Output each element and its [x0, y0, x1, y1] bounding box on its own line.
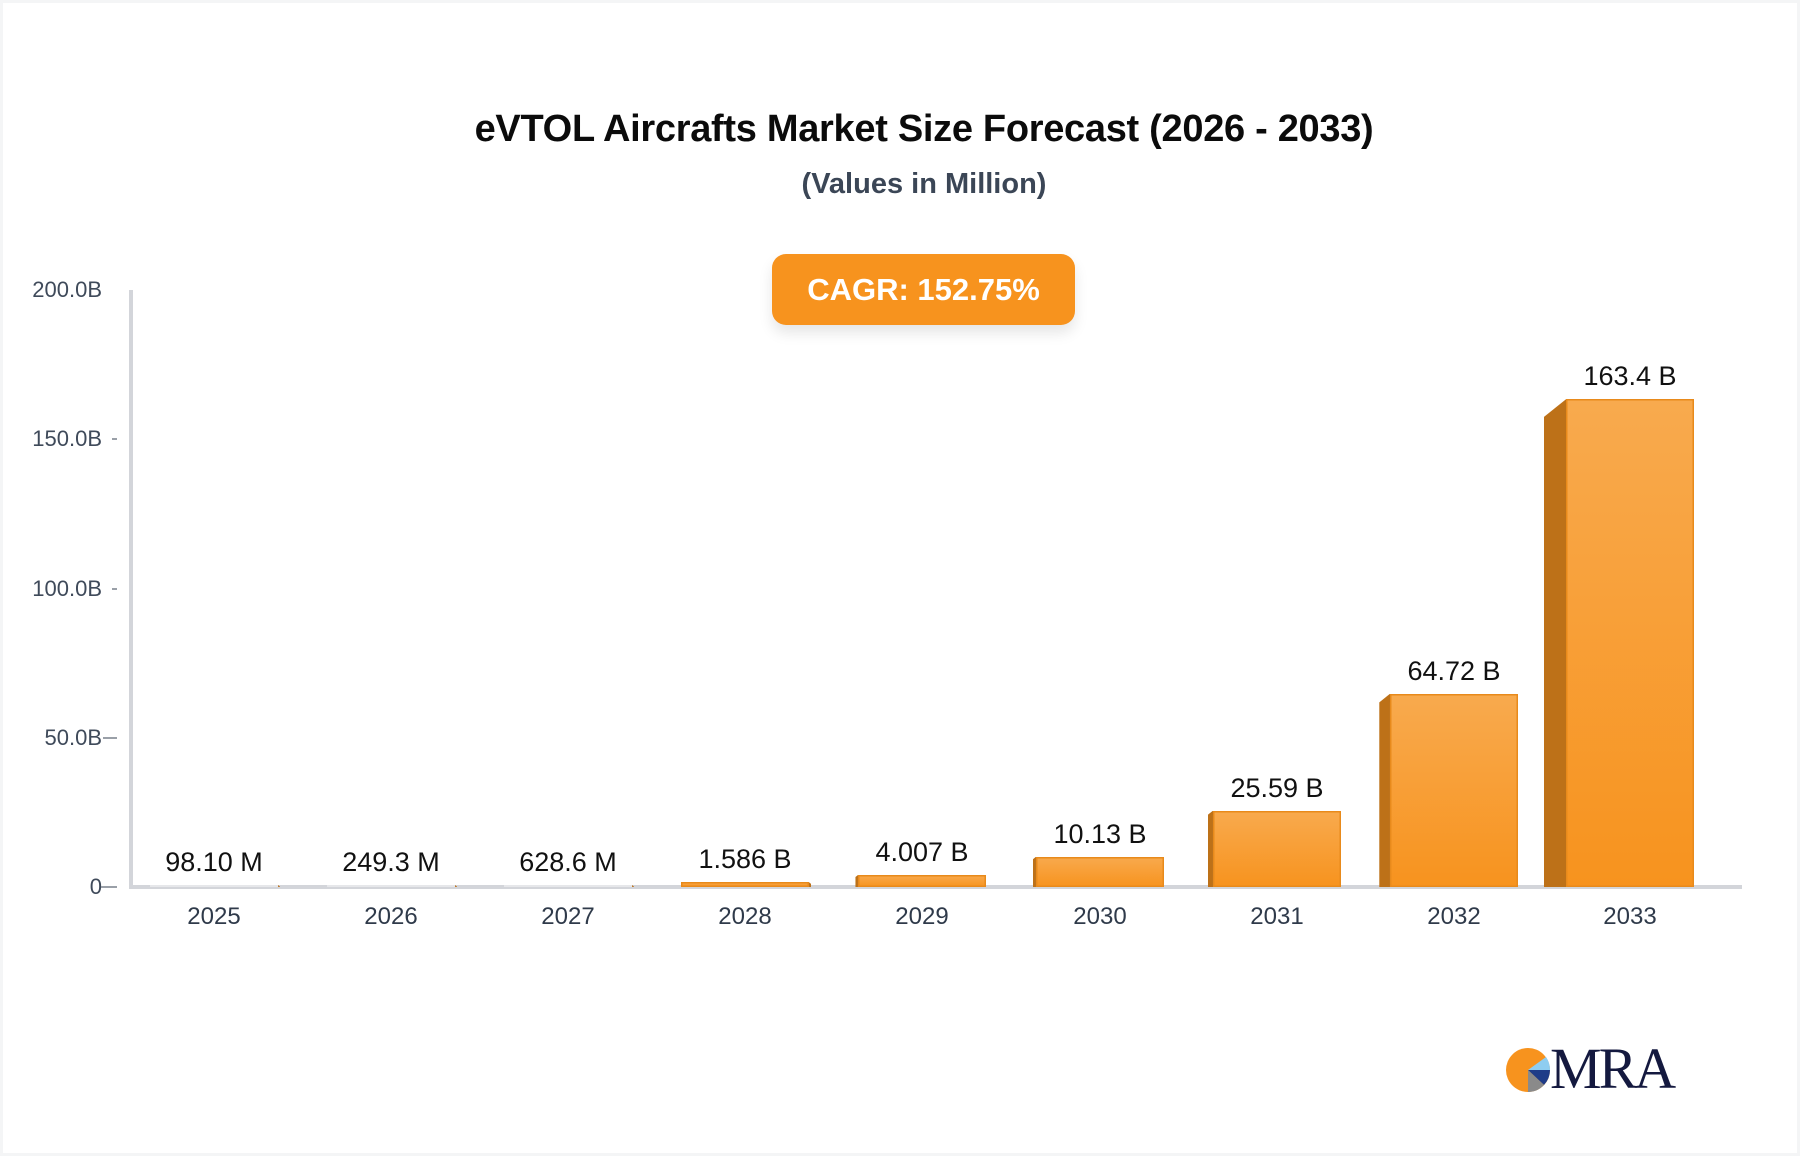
bar-front-face: [858, 875, 986, 887]
y-axis-line: [129, 290, 133, 888]
bar-value-label: 25.59 B: [1230, 772, 1324, 803]
bar-side-face: [855, 875, 858, 887]
x-tick-label: 2031: [1250, 903, 1304, 930]
chart-subtitle: (Values in Million): [801, 168, 1047, 200]
bar-value-label: 4.007 B: [875, 837, 969, 868]
x-axis-line: [129, 885, 1742, 889]
bar-front-face: [681, 882, 809, 887]
bar-value-label: 1.586 B: [698, 844, 792, 875]
bar-front-face: [1566, 399, 1694, 887]
bar-side-face: [1207, 810, 1213, 887]
y-tick-mark: [112, 438, 117, 441]
x-tick-label: 2029: [895, 903, 949, 930]
pie-logo-icon: [1506, 1048, 1551, 1092]
y-tick-mark: [112, 587, 117, 590]
logo-text: MRA: [1550, 1036, 1676, 1101]
bar-front-face: [1036, 856, 1164, 887]
bar-side-face: [1379, 693, 1390, 887]
bar-value-label: 249.3 M: [342, 847, 440, 877]
bar-side-face: [809, 882, 812, 887]
bar-front-face: [327, 885, 455, 887]
y-tick-label: 200.0B: [32, 277, 102, 302]
bar-side-face: [455, 885, 458, 887]
cagr-label: CAGR: 152.75%: [807, 271, 1040, 307]
x-tick-label: 2026: [364, 903, 418, 930]
bar-value-label: 10.13 B: [1053, 818, 1147, 849]
bar-front-face: [150, 885, 278, 887]
bar-side-face: [632, 885, 635, 887]
bar-side-face: [278, 885, 281, 887]
bar-value-label: 64.72 B: [1407, 655, 1501, 686]
y-tick-mark: [101, 886, 117, 888]
bar-value-label: 628.6 M: [519, 847, 617, 877]
y-tick-label: 0: [89, 874, 102, 899]
x-tick-label: 2033: [1603, 903, 1657, 930]
bar-front-face: [504, 885, 632, 887]
y-tick-mark: [103, 736, 117, 739]
bar-front-face: [1390, 693, 1518, 887]
x-tick-label: 2030: [1073, 903, 1127, 930]
mra-logo: MRA: [1506, 1037, 1692, 1101]
x-tick-label: 2025: [187, 903, 241, 930]
bar-side-face: [1544, 399, 1566, 887]
y-tick-label: 150.0B: [32, 426, 102, 452]
bar-value-label: 163.4 B: [1583, 361, 1677, 392]
y-tick-label: 50.0B: [44, 724, 103, 750]
bar-front-face: [1213, 810, 1341, 887]
bar-value-label: 98.10 M: [165, 847, 263, 877]
x-tick-label: 2028: [718, 903, 772, 930]
x-tick-label: 2032: [1427, 903, 1481, 930]
x-tick-label: 2027: [541, 903, 595, 930]
bar-side-face: [1032, 856, 1036, 887]
cagr-badge: CAGR: 152.75%: [772, 254, 1075, 325]
chart-title: eVTOL Aircrafts Market Size Forecast (20…: [474, 108, 1374, 150]
y-tick-label: 100.0B: [32, 575, 102, 601]
